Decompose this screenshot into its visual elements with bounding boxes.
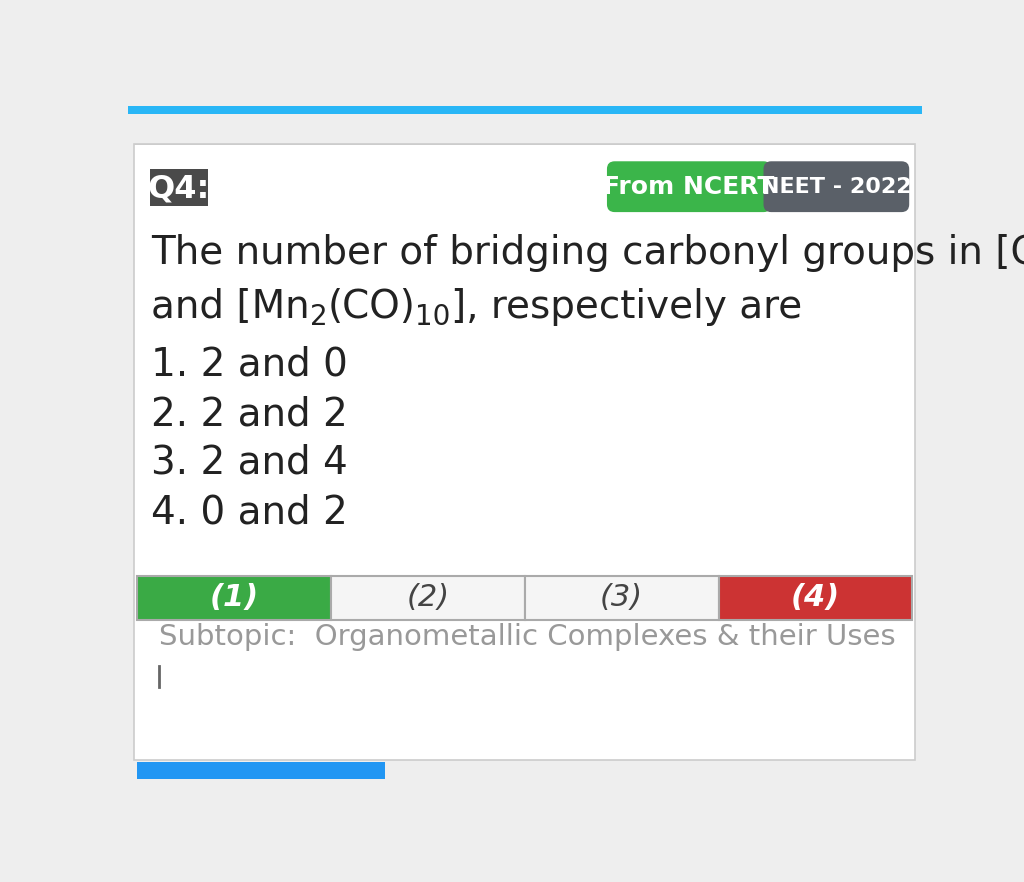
Text: (3): (3) [600, 583, 643, 612]
Text: (CO): (CO) [328, 288, 416, 325]
Bar [128, 106, 922, 114]
Bar [150, 169, 208, 206]
Bar [137, 762, 385, 779]
Bar [134, 145, 915, 146]
Bar [524, 576, 719, 620]
Text: and [Mn: and [Mn [152, 288, 310, 325]
Text: 1. 2 and 0: 1. 2 and 0 [152, 346, 348, 384]
Text: 4. 0 and 2: 4. 0 and 2 [152, 493, 348, 531]
FancyBboxPatch shape [764, 161, 909, 212]
Text: (1): (1) [210, 583, 259, 612]
FancyBboxPatch shape [134, 145, 915, 760]
Bar [137, 576, 331, 620]
Text: (4): (4) [791, 583, 840, 612]
Text: 2: 2 [310, 303, 328, 332]
Text: 3. 2 and 4: 3. 2 and 4 [152, 444, 348, 482]
Text: (2): (2) [407, 583, 450, 612]
Text: ], respectively are: ], respectively are [451, 288, 802, 325]
Text: The number of bridging carbonyl groups in [Co: The number of bridging carbonyl groups i… [152, 234, 1024, 272]
Text: Subtopic:  Organometallic Complexes & their Uses: Subtopic: Organometallic Complexes & the… [159, 623, 896, 651]
Bar [331, 576, 524, 620]
FancyBboxPatch shape [607, 161, 771, 212]
Text: 10: 10 [416, 303, 451, 332]
Text: NEET - 2022: NEET - 2022 [761, 176, 911, 197]
Text: Q4:: Q4: [147, 174, 210, 205]
Bar [719, 576, 912, 620]
Text: From NCERT: From NCERT [603, 175, 775, 198]
Text: 2. 2 and 2: 2. 2 and 2 [152, 395, 348, 433]
